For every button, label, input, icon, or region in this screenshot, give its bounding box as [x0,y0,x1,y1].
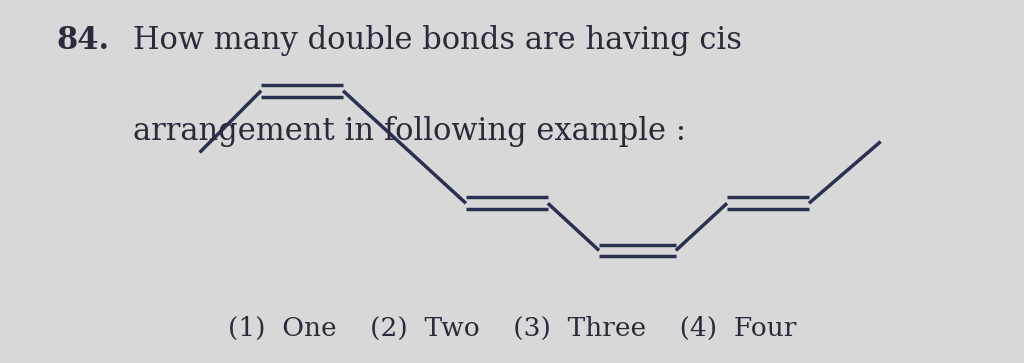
Text: 84.: 84. [56,25,110,56]
Text: How many double bonds are having cis: How many double bonds are having cis [133,25,742,56]
Text: arrangement in following example :: arrangement in following example : [133,116,686,147]
Text: (1)  One    (2)  Two    (3)  Three    (4)  Four: (1) One (2) Two (3) Three (4) Four [227,316,797,341]
